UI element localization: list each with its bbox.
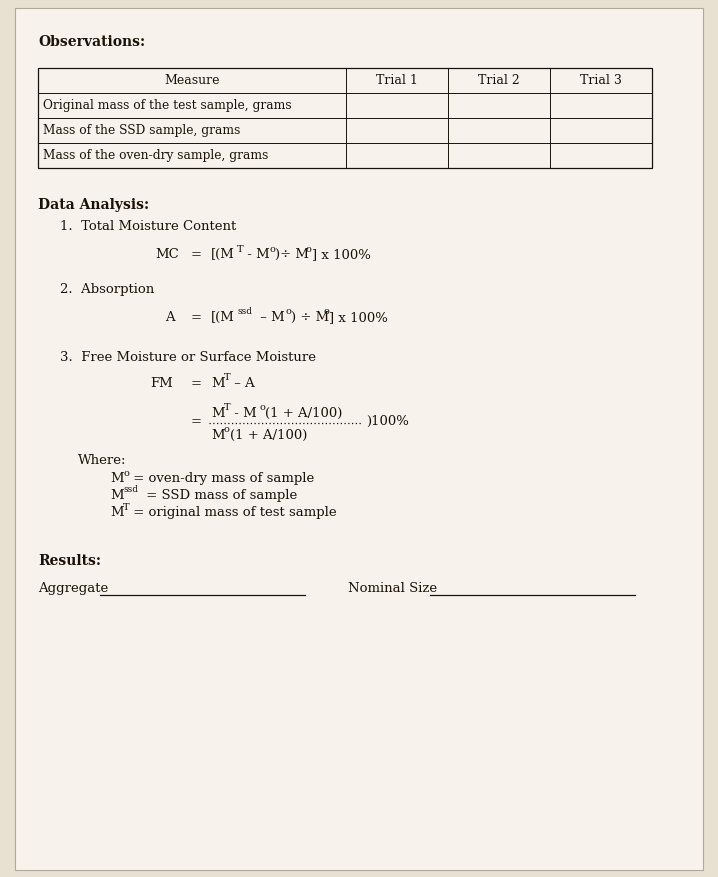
Text: 1.  Total Moisture Content: 1. Total Moisture Content xyxy=(60,220,236,233)
Text: o: o xyxy=(123,468,129,477)
Bar xyxy=(38,68,652,168)
Text: (1 + A/100): (1 + A/100) xyxy=(265,407,342,420)
Text: Trial 3: Trial 3 xyxy=(580,74,622,87)
Text: Observations:: Observations: xyxy=(38,35,145,49)
Text: M: M xyxy=(110,472,123,485)
Text: )100%: )100% xyxy=(366,415,409,428)
Text: [(M: [(M xyxy=(211,248,235,261)
FancyBboxPatch shape xyxy=(15,8,703,870)
Text: Results:: Results: xyxy=(38,554,101,568)
Text: o: o xyxy=(270,245,276,253)
Text: T: T xyxy=(224,403,230,412)
Text: FM: FM xyxy=(150,377,173,390)
Text: T: T xyxy=(123,503,130,511)
Text: o: o xyxy=(259,403,265,412)
Text: =: = xyxy=(191,248,202,261)
Text: Measure: Measure xyxy=(164,74,220,87)
Text: A: A xyxy=(165,311,174,324)
Text: o: o xyxy=(323,308,329,317)
Text: M: M xyxy=(211,407,225,420)
Text: )÷ M: )÷ M xyxy=(275,248,309,261)
Text: – A: – A xyxy=(230,377,255,390)
Text: - M: - M xyxy=(243,248,270,261)
Text: ssd: ssd xyxy=(237,308,252,317)
Text: Trial 2: Trial 2 xyxy=(478,74,520,87)
Text: ] x 100%: ] x 100% xyxy=(329,311,388,324)
Text: Mass of the SSD sample, grams: Mass of the SSD sample, grams xyxy=(43,124,241,137)
Text: – M: – M xyxy=(256,311,285,324)
Text: T: T xyxy=(237,245,243,253)
Text: o: o xyxy=(285,308,291,317)
Text: ) ÷ M: ) ÷ M xyxy=(291,311,330,324)
Text: o: o xyxy=(224,425,230,434)
Text: = oven-dry mass of sample: = oven-dry mass of sample xyxy=(129,472,314,485)
Text: Trial 1: Trial 1 xyxy=(376,74,418,87)
Text: T: T xyxy=(224,374,230,382)
Text: Original mass of the test sample, grams: Original mass of the test sample, grams xyxy=(43,99,292,112)
Text: = original mass of test sample: = original mass of test sample xyxy=(129,506,337,519)
Text: Data Analysis:: Data Analysis: xyxy=(38,198,149,212)
Text: ] x 100%: ] x 100% xyxy=(312,248,371,261)
Text: - M: - M xyxy=(230,407,257,420)
Text: M: M xyxy=(211,429,225,442)
Text: M: M xyxy=(110,489,123,502)
Text: M: M xyxy=(110,506,123,519)
Text: =: = xyxy=(191,311,202,324)
Text: MC: MC xyxy=(155,248,179,261)
Text: (1 + A/100): (1 + A/100) xyxy=(230,429,307,442)
Text: [(M: [(M xyxy=(211,311,235,324)
Text: =: = xyxy=(191,415,202,428)
Text: M: M xyxy=(211,377,225,390)
Text: 2.  Absorption: 2. Absorption xyxy=(60,283,154,296)
Text: Nominal Size: Nominal Size xyxy=(348,582,437,595)
Text: o: o xyxy=(306,245,312,253)
Text: ssd: ssd xyxy=(123,486,138,495)
Text: Mass of the oven-dry sample, grams: Mass of the oven-dry sample, grams xyxy=(43,149,269,162)
Text: = SSD mass of sample: = SSD mass of sample xyxy=(142,489,297,502)
Text: 3.  Free Moisture or Surface Moisture: 3. Free Moisture or Surface Moisture xyxy=(60,351,316,364)
Text: Where:: Where: xyxy=(78,454,126,467)
Text: Aggregate: Aggregate xyxy=(38,582,108,595)
Text: =: = xyxy=(191,377,202,390)
